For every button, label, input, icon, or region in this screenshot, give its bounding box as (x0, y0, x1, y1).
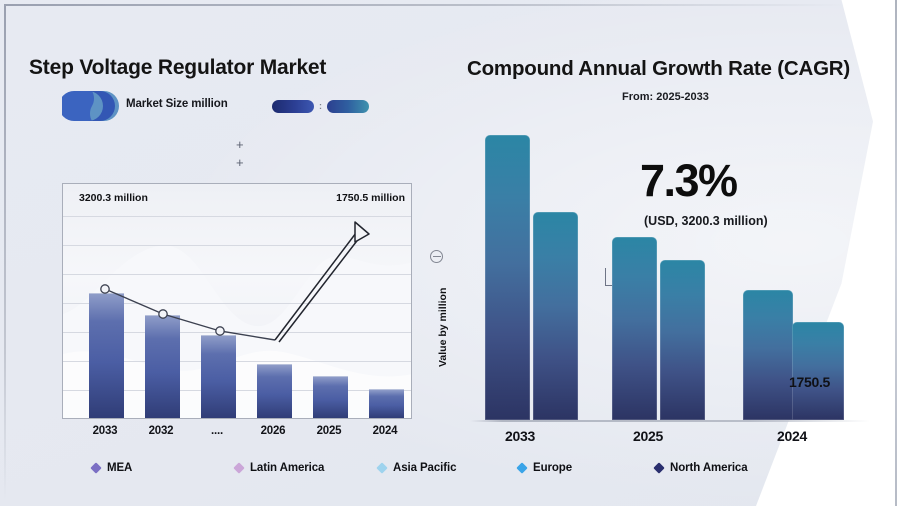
bar-dots (201, 335, 236, 418)
bar-2025 (313, 376, 348, 418)
bar-2025-short (660, 260, 705, 420)
left-chart-bars (63, 184, 411, 418)
legend-label: Latin America (250, 462, 325, 474)
pill-group: : (272, 100, 369, 113)
bar-2033 (89, 293, 124, 418)
legend-item-north-america[interactable]: North America (653, 462, 748, 474)
bar-2033-tall (485, 135, 530, 420)
x-label-dots: .... (211, 425, 223, 437)
gridline (63, 361, 411, 362)
x-label-2024: 2024 (372, 425, 398, 437)
gridline (63, 390, 411, 391)
bar-2026 (257, 364, 292, 418)
right-chart-baseline (470, 420, 870, 422)
hexagon-logo-icon (59, 91, 124, 121)
plus-marks: + + (236, 138, 244, 169)
bar-2033-short (533, 212, 578, 420)
pill-separator: : (319, 101, 322, 111)
cagr-subtitle: From: 2025-2033 (622, 91, 709, 103)
right-chart-bars (460, 130, 880, 420)
panel-border-left (4, 4, 6, 502)
legend-diamond-icon (376, 462, 388, 474)
market-size-label: Market Size million (126, 98, 228, 110)
legend-diamond-icon (653, 462, 665, 474)
cagr-note: (USD, 3200.3 million) (644, 214, 768, 228)
legend-label: MEA (107, 462, 133, 474)
bar-2024 (369, 389, 404, 418)
x-label-2033: 2033 (92, 425, 118, 437)
cagr-title: Compound Annual Growth Rate (CAGR) (467, 57, 851, 80)
x-label-2026: 2026 (260, 425, 286, 437)
legend-diamond-icon (90, 462, 102, 474)
legend-item-mea[interactable]: MEA (90, 462, 133, 474)
legend-diamond-icon (233, 462, 245, 474)
legend-label: North America (670, 462, 748, 474)
gridline (63, 274, 411, 275)
right-x-label-2024: 2024 (777, 428, 807, 444)
annotation-end-value: 1750.5 million (336, 192, 405, 204)
right-chart-data-label: 1750.5 (789, 374, 831, 390)
right-x-label-2025: 2025 (633, 428, 663, 444)
legend-label: Europe (533, 462, 573, 474)
legend-diamond-icon (516, 462, 528, 474)
left-chart-x-labels: 2033 2032 .... 2026 2025 2024 (62, 425, 412, 445)
legend-item-latin-america[interactable]: Latin America (233, 462, 325, 474)
plus-icon-1: + (236, 137, 244, 152)
left-chart-secondary-axis-label: Value by million (437, 287, 449, 367)
bar-2024-tall (743, 290, 793, 420)
pill-swatch-teal (327, 100, 369, 113)
legend-item-europe[interactable]: Europe (516, 462, 573, 474)
legend: MEA Latin America Asia Pacific Europe No… (0, 462, 860, 486)
circle-minus-icon (430, 250, 443, 263)
panel-border-right (895, 0, 897, 506)
legend-item-asia-pacific[interactable]: Asia Pacific (376, 462, 457, 474)
panel-border-top (4, 4, 846, 6)
page-title: Step Voltage Regulator Market (29, 56, 327, 79)
left-chart: 3200.3 million 1750.5 million 🗎 🗎 (62, 183, 412, 419)
gridline (63, 216, 411, 217)
cagr-value: 7.3% (640, 155, 738, 206)
right-x-label-2033: 2033 (505, 428, 535, 444)
x-label-2025: 2025 (316, 425, 342, 437)
bar-2024-short (792, 322, 844, 420)
gridline (63, 245, 411, 246)
x-label-2032: 2032 (148, 425, 174, 437)
bar-2032 (145, 315, 180, 418)
bar-2025-tall (612, 237, 657, 420)
legend-label: Asia Pacific (393, 462, 457, 474)
pill-swatch-dark (272, 100, 314, 113)
annotation-start-value: 3200.3 million (79, 192, 148, 204)
plus-icon-2: + (236, 155, 244, 170)
